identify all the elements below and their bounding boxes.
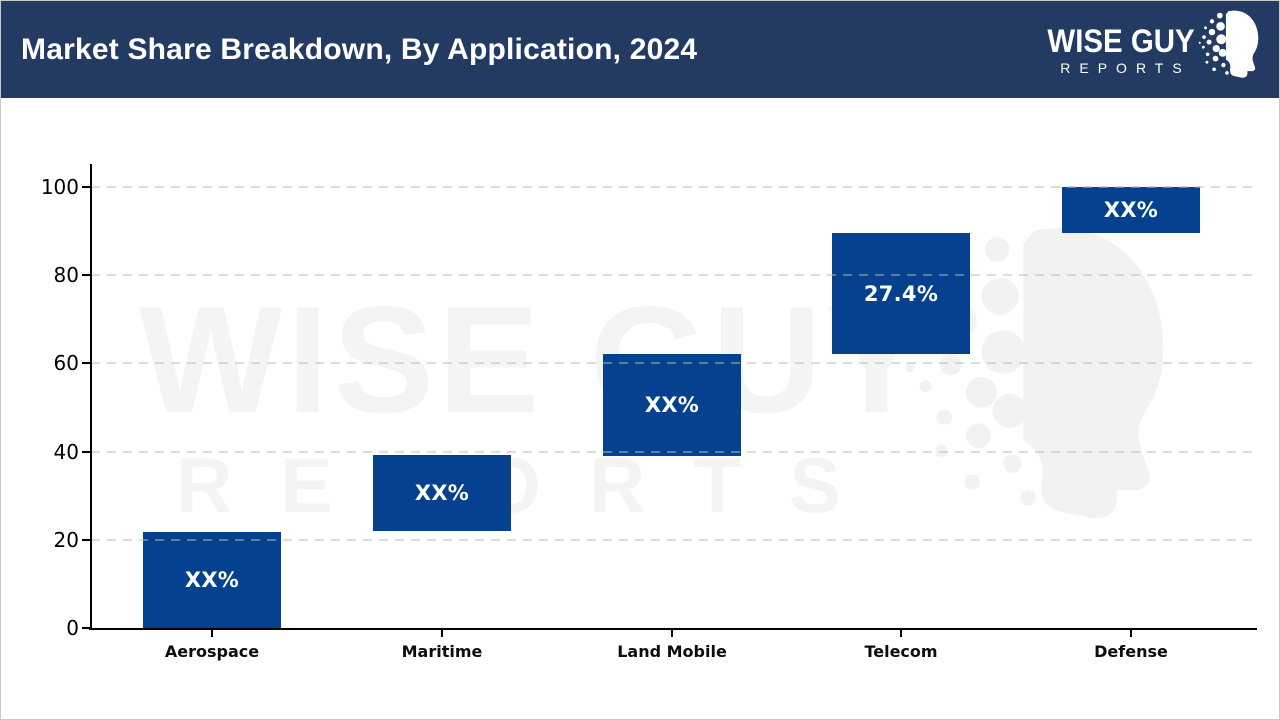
logo-face-icon [1198, 10, 1259, 78]
x-axis-label-land-mobile: Land Mobile [617, 642, 727, 661]
x-tick-telecom [900, 630, 902, 637]
y-tick-80 [82, 274, 90, 277]
bar-maritime: XX% [373, 455, 511, 532]
x-tick-defense [1130, 630, 1132, 637]
logo-wordmark: WISE GUY [1047, 22, 1195, 59]
gridline-80 [91, 274, 1256, 277]
y-tick-40 [82, 450, 90, 453]
x-axis-label-maritime: Maritime [401, 642, 483, 661]
bar-value-label-telecom: 27.4% [863, 281, 939, 306]
y-tick-100 [82, 186, 90, 188]
y-tick-label-60: 60 [53, 351, 79, 376]
y-tick-20 [82, 538, 90, 541]
chart-title: Market Share Breakdown, By Application, … [21, 32, 698, 66]
gridline-100 [91, 186, 1256, 188]
gridline-60 [91, 362, 1256, 365]
bar-value-label-maritime: XX% [414, 481, 470, 506]
logo: WISE GUY REPORTS [1041, 7, 1263, 93]
bar-defense: XX% [1062, 187, 1200, 234]
bar-aerospace: XX% [143, 532, 281, 628]
y-tick-label-100: 100 [40, 175, 79, 199]
bar-value-label-aerospace: XX% [184, 568, 240, 593]
y-tick-label-40: 40 [53, 439, 79, 464]
logo-tagline: REPORTS [1060, 59, 1191, 76]
y-tick-label-20: 20 [53, 527, 79, 552]
header-bar: Market Share Breakdown, By Application, … [1, 1, 1279, 98]
x-axis-label-telecom: Telecom [864, 642, 938, 661]
y-tick-0 [82, 627, 90, 629]
y-axis [90, 164, 92, 630]
y-tick-60 [82, 362, 90, 365]
x-tick-land-mobile [671, 630, 673, 637]
gridline-20 [91, 538, 1256, 541]
y-tick-label-0: 0 [66, 616, 79, 640]
watermark-line1: WISE GUY [139, 275, 932, 445]
x-axis-label-aerospace: Aerospace [164, 642, 260, 661]
x-tick-maritime [441, 630, 443, 637]
gridline-40 [91, 450, 1256, 453]
bar-value-label-defense: XX% [1103, 198, 1159, 223]
bar-value-label-land-mobile: XX% [644, 393, 700, 418]
bar-land-mobile: XX% [603, 354, 741, 456]
x-axis [89, 628, 1257, 630]
bar-telecom: 27.4% [832, 233, 970, 355]
y-tick-label-80: 80 [53, 263, 79, 288]
logo-text: WISE GUY REPORTS [1041, 25, 1201, 75]
x-axis-label-defense: Defense [1094, 642, 1168, 661]
x-tick-aerospace [211, 630, 213, 637]
watermark-line2: REPORTS [176, 441, 890, 529]
